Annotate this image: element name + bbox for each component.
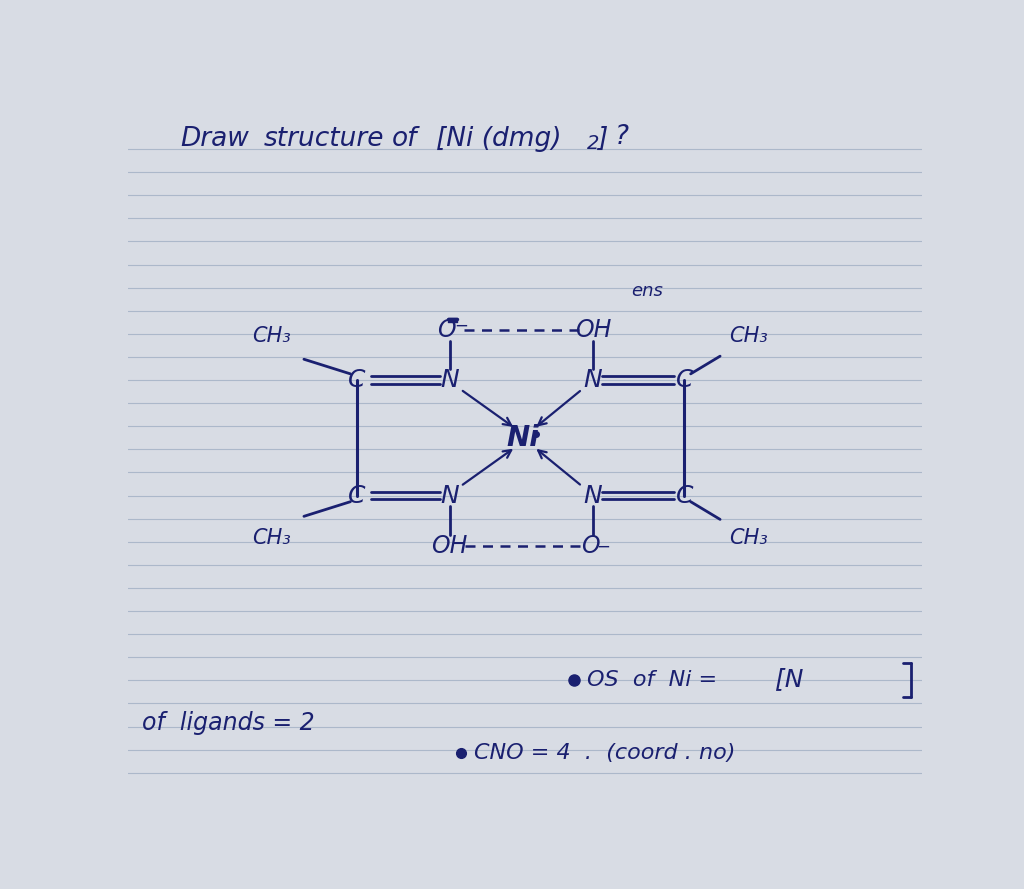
Text: OH: OH [431, 533, 468, 557]
Text: N: N [440, 368, 459, 392]
Text: C: C [676, 484, 693, 508]
Text: N: N [584, 368, 602, 392]
Text: −: − [455, 316, 468, 334]
Text: O: O [581, 533, 599, 557]
Text: O: O [437, 318, 456, 342]
Text: [N: [N [775, 667, 804, 691]
Text: CNO = 4  .  (coord . no): CNO = 4 . (coord . no) [474, 743, 736, 764]
Text: CH₃: CH₃ [252, 528, 291, 548]
Text: C: C [348, 484, 366, 508]
Text: ]: ] [598, 126, 608, 152]
Text: OS  of  Ni =: OS of Ni = [587, 670, 717, 691]
Text: of  ligands = 2: of ligands = 2 [142, 710, 314, 734]
Text: CH₃: CH₃ [252, 326, 291, 346]
Text: −: − [596, 538, 610, 557]
Text: Draw: Draw [180, 126, 250, 152]
Text: N: N [440, 484, 459, 508]
Text: 2: 2 [587, 134, 599, 153]
Text: CH₃: CH₃ [729, 326, 767, 346]
Text: CH₃: CH₃ [729, 528, 767, 548]
Text: of: of [391, 126, 417, 152]
Text: OH: OH [574, 318, 611, 342]
Text: ?: ? [614, 124, 629, 150]
Text: ens: ens [632, 283, 664, 300]
Text: C: C [348, 368, 366, 392]
Text: [Ni (dmg): [Ni (dmg) [436, 126, 562, 152]
Text: structure: structure [263, 126, 384, 152]
Text: N: N [584, 484, 602, 508]
Text: C: C [676, 368, 693, 392]
Text: Ni: Ni [507, 424, 540, 452]
